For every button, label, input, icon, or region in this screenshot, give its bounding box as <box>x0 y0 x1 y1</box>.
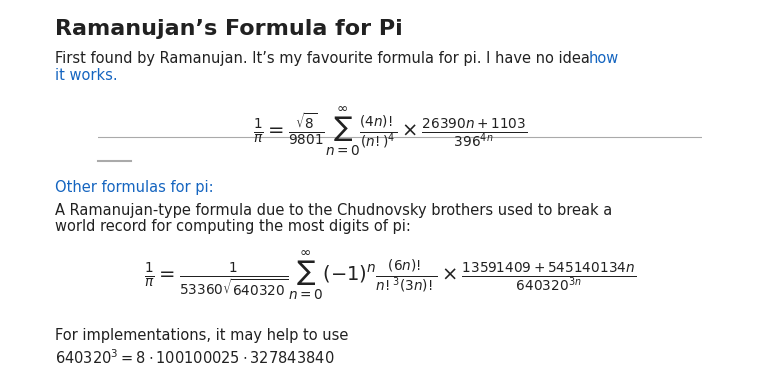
Text: world record for computing the most digits of pi:: world record for computing the most digi… <box>55 219 410 234</box>
Text: how: how <box>589 51 619 66</box>
Text: Other formulas for pi:: Other formulas for pi: <box>55 180 213 195</box>
Text: $\frac{1}{\pi} = \frac{1}{53360\sqrt{640320}} \sum_{n=0}^{\infty} (-1)^n \frac{(: $\frac{1}{\pi} = \frac{1}{53360\sqrt{640… <box>144 249 636 302</box>
Text: $\frac{1}{\pi} = \frac{\sqrt{8}}{9801} \sum_{n=0}^{\infty} \frac{(4n)!}{(n!)^4} : $\frac{1}{\pi} = \frac{\sqrt{8}}{9801} \… <box>253 105 527 158</box>
Text: it works.: it works. <box>55 68 117 82</box>
Text: A Ramanujan-type formula due to the Chudnovsky brothers used to break a: A Ramanujan-type formula due to the Chud… <box>55 202 612 217</box>
Text: $640320^3 = 8 \cdot 100100025 \cdot 327843840$: $640320^3 = 8 \cdot 100100025 \cdot 3278… <box>55 349 334 368</box>
Text: For implementations, it may help to use: For implementations, it may help to use <box>55 328 348 343</box>
Text: First found by Ramanujan. It’s my favourite formula for pi. I have no idea: First found by Ramanujan. It’s my favour… <box>55 51 594 66</box>
Text: Ramanujan’s Formula for Pi: Ramanujan’s Formula for Pi <box>55 19 402 39</box>
